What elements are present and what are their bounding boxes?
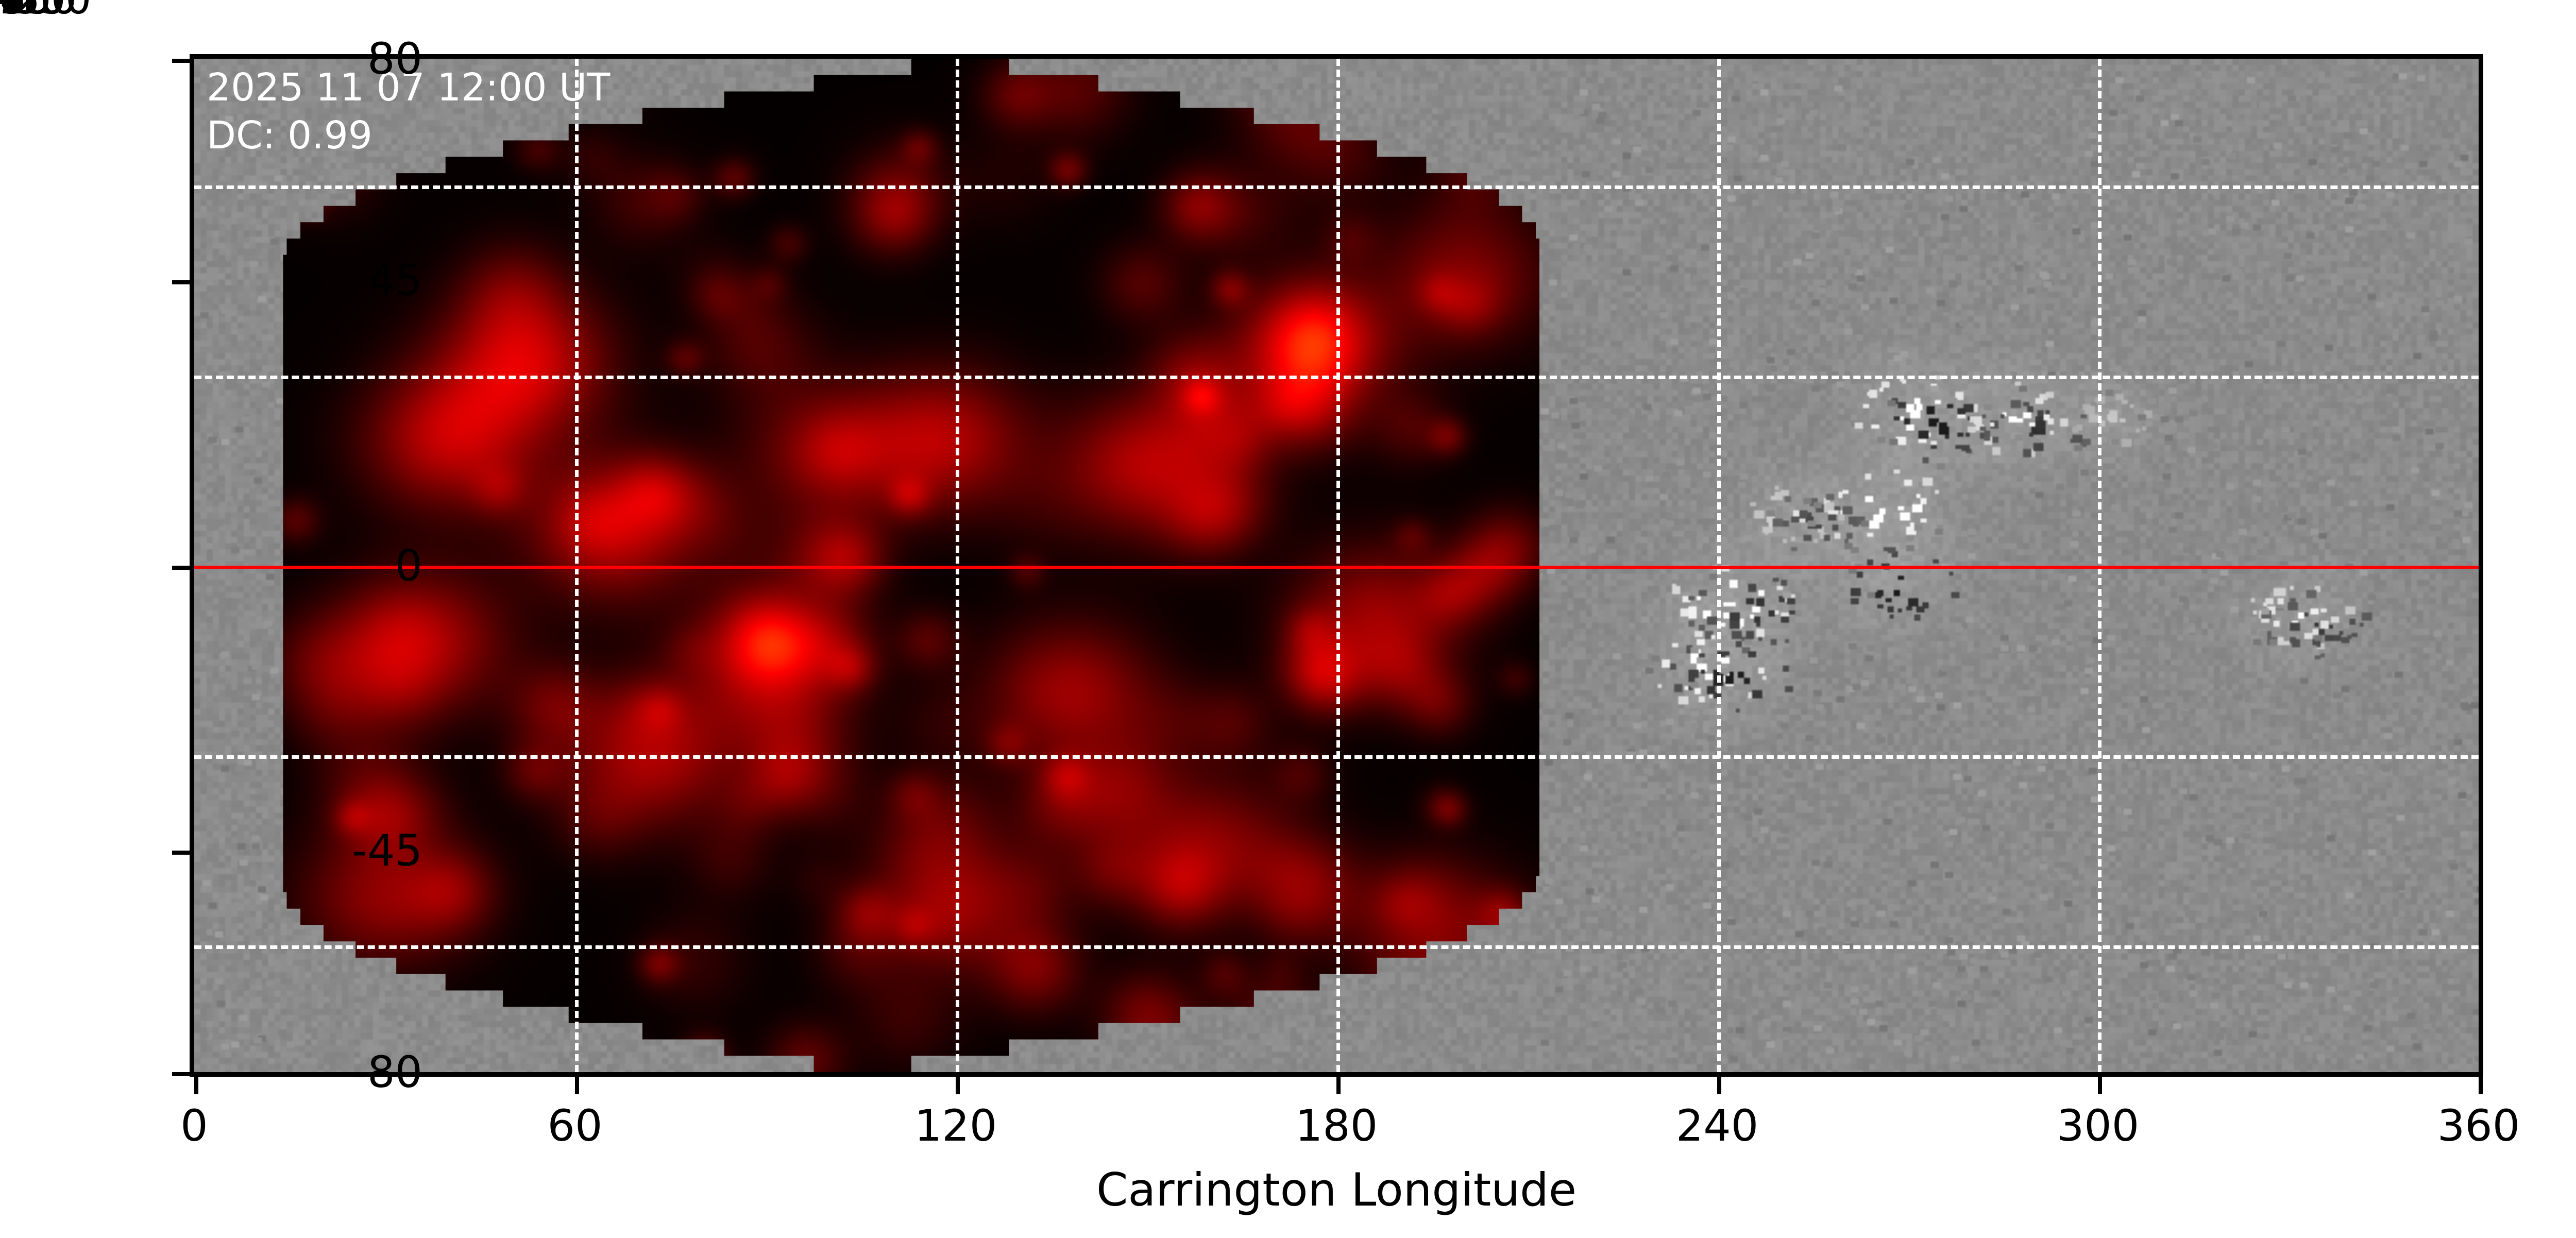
x-tick-label-360: 360	[2437, 1100, 2520, 1151]
x-axis-title: Carrington Longitude	[1096, 1163, 1577, 1216]
y-tick-label-0: 0	[395, 540, 422, 591]
y-tick-label--45: -45	[351, 825, 422, 876]
y-tick-label-80: 80	[367, 33, 422, 84]
frontside-cbar-label-200: 200	[0, 0, 77, 23]
annotation-timestamp: 2025 11 07 12:00 UT	[207, 65, 611, 110]
x-tick-label-180: 180	[1295, 1100, 1378, 1151]
y-tick--80	[172, 1072, 190, 1076]
x-tick-300	[2098, 1077, 2102, 1094]
frontside-cbar-label--150: -150	[0, 0, 92, 23]
y-tick-45	[172, 280, 190, 285]
y-tick-label-45: 45	[367, 255, 422, 306]
frontside-cbar-tick-200	[0, 0, 14, 4]
x-tick-0	[194, 1077, 198, 1094]
x-tick-label-120: 120	[914, 1100, 997, 1151]
y-tick-80	[172, 59, 190, 63]
y-tick-label--80: -80	[351, 1047, 422, 1097]
x-tick-360	[2479, 1077, 2483, 1094]
annotation-duty-cycle: DC: 0.99	[207, 113, 372, 158]
x-tick-240	[1717, 1077, 1721, 1094]
plot-canvas: NISP NSO INTEGRATED SYNOPTIC PROGRAM 202…	[194, 59, 2479, 1072]
x-tick-60	[575, 1077, 579, 1094]
grid-line-latitude-30	[194, 375, 2479, 379]
x-tick-label-60: 60	[547, 1100, 603, 1151]
grid-line-latitude--30	[194, 755, 2479, 759]
equator-line	[194, 565, 2479, 569]
grid-line-latitude-60	[194, 185, 2479, 189]
y-tick--45	[172, 850, 190, 855]
x-tick-120	[956, 1077, 960, 1094]
frontside-cbar-label--100: -100	[0, 0, 92, 23]
x-tick-label-300: 300	[2056, 1100, 2140, 1151]
x-tick-180	[1336, 1077, 1341, 1094]
grid-line-latitude--60	[194, 945, 2479, 949]
x-tick-label-0: 0	[180, 1100, 208, 1151]
x-tick-label-240: 240	[1675, 1100, 1759, 1151]
magnetogram-plot: NISP NSO INTEGRATED SYNOPTIC PROGRAM 202…	[190, 54, 2483, 1077]
frontside-cbar-label--200: -200	[0, 0, 92, 23]
y-tick-0	[172, 565, 190, 570]
timestamp-annotation: 2025 11 07 12:00 UT DC: 0.99	[207, 64, 610, 160]
